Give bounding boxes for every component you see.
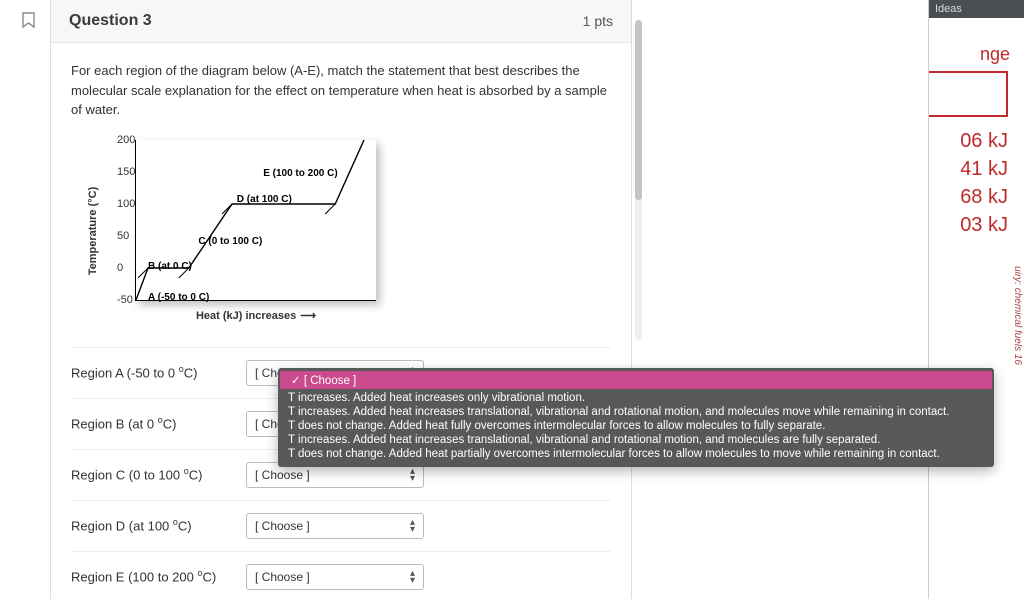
region-row: Region D (at 100 oC)[ Choose ]▴▾ [71,500,611,551]
region-dropdown[interactable]: [ Choose ]▴▾ [246,513,424,539]
chart-xlabel: Heat (kJ) increases⟶ [136,309,376,322]
segment-label: A (-50 to 0 C) [148,292,209,303]
scrollbar[interactable] [635,20,642,340]
chart-ylabel: Temperature (°C) [87,187,99,276]
region-row: Region E (100 to 200 oC)[ Choose ]▴▾ [71,551,611,599]
question-title: Question 3 [69,12,152,30]
dropdown-option[interactable]: T increases. Added heat increases only v… [286,391,986,405]
ytick: 100 [117,198,135,210]
right-value: 03 kJ [928,211,1008,239]
region-label: Region C (0 to 100 oC) [71,466,246,482]
chevron-updown-icon: ▴▾ [410,570,415,584]
chevron-updown-icon: ▴▾ [410,519,415,533]
right-box [928,71,1008,117]
right-value: 68 kJ [928,183,1008,211]
right-spine-text: uiry: chemical fuels 16 [1012,266,1023,365]
ytick: 150 [117,166,135,178]
dropdown-option-selected[interactable]: ✓ [ Choose ] [280,371,992,389]
dropdown-option[interactable]: T does not change. Added heat fully over… [286,419,986,433]
segment-label: E (100 to 200 C) [263,168,337,179]
chevron-updown-icon: ▴▾ [410,468,415,482]
ytick: 50 [117,230,129,242]
question-header: Question 3 1 pts [51,0,631,43]
right-value: 06 kJ [928,127,1008,155]
heating-curve-chart: Temperature (°C) -50050100150200 A (-50 … [91,134,386,329]
arrow-right-icon: ⟶ [300,309,316,322]
dropdown-option[interactable]: T does not change. Added heat partially … [286,447,986,461]
segment-label: D (at 100 C) [237,194,292,205]
region-label: Region D (at 100 oC) [71,517,246,533]
bookmark-flag-icon[interactable] [22,12,36,28]
ytick: 0 [117,262,123,274]
dropdown-option[interactable]: T increases. Added heat increases transl… [286,405,986,419]
region-label: Region B (at 0 oC) [71,415,246,431]
right-sidebar-header: Ideas [929,0,1024,18]
dropdown-option[interactable]: T increases. Added heat increases transl… [286,433,986,447]
question-card: Question 3 1 pts For each region of the … [50,0,632,599]
region-label: Region A (-50 to 0 oC) [71,364,246,380]
region-dropdown[interactable]: [ Choose ]▴▾ [246,564,424,590]
ytick: 200 [117,134,135,146]
right-tag: nge [928,44,1014,65]
region-label: Region E (100 to 200 oC) [71,568,246,584]
dropdown-menu-open: ✓ [ Choose ] T increases. Added heat inc… [278,368,994,467]
segment-label: C (0 to 100 C) [198,236,262,247]
right-sidebar: Ideas nge 06 kJ41 kJ68 kJ03 kJ uiry: che… [928,0,1024,599]
question-points: 1 pts [583,13,613,29]
right-value: 41 kJ [928,155,1008,183]
ytick: -50 [117,294,133,306]
scrollbar-thumb[interactable] [635,20,642,200]
question-prompt: For each region of the diagram below (A-… [71,61,611,120]
segment-label: B (at 0 C) [148,261,192,272]
